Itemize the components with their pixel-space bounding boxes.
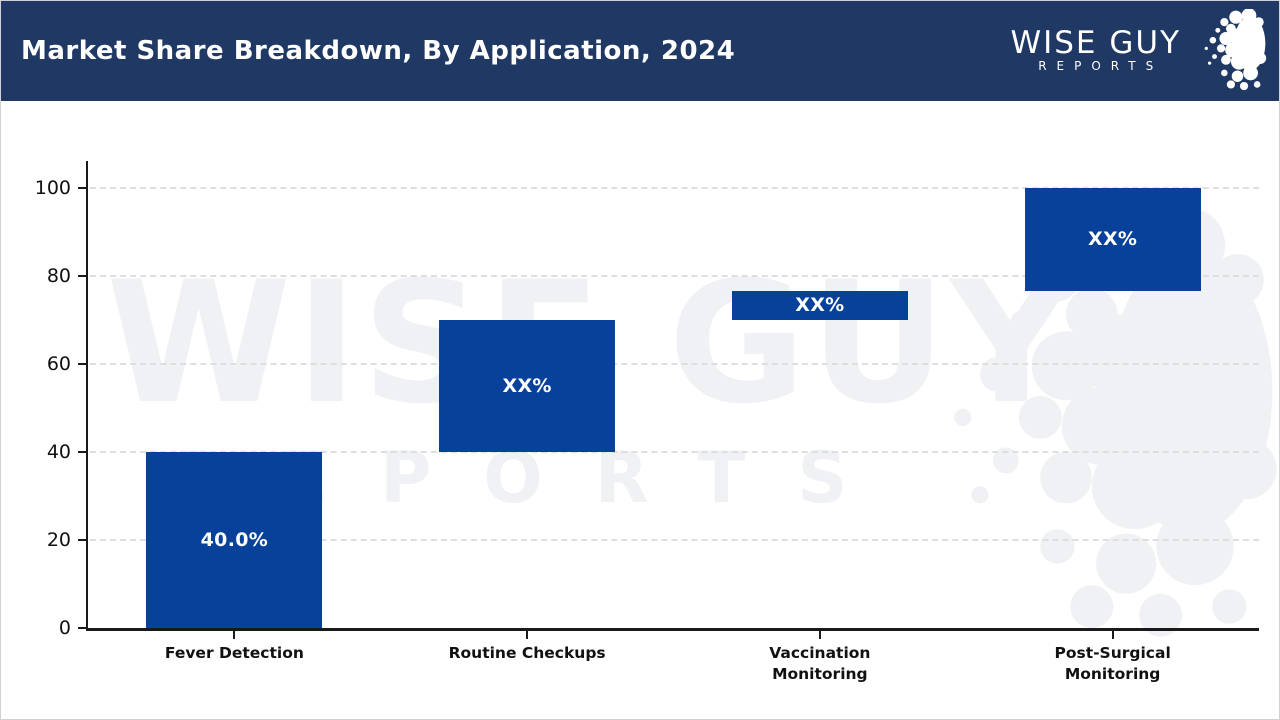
y-tick-label-20: 20: [46, 529, 71, 551]
category-label: Fever Detection: [164, 644, 304, 662]
gridline-20: [90, 539, 1259, 541]
x-tick-mark: [818, 631, 821, 639]
x-axis-line: [86, 628, 1259, 631]
category-label: Routine Checkups: [448, 644, 606, 662]
logo-face-icon: [1204, 9, 1267, 91]
y-tick-mark-60: [78, 363, 86, 365]
brand-logo: WISE GUY REPORTS: [1010, 9, 1267, 91]
bar-value-label: XX%: [502, 374, 552, 397]
logo-wordmark-sub: REPORTS: [1038, 59, 1164, 74]
category-label: Post-Surgical Monitoring: [1054, 644, 1171, 683]
y-tick-mark-100: [78, 187, 86, 189]
y-axis-line: [86, 161, 88, 631]
gridline-80: [90, 275, 1259, 277]
bar-segment: XX%: [439, 320, 616, 452]
chart-title: Market Share Breakdown, By Application, …: [21, 36, 736, 66]
y-tick-label-40: 40: [46, 441, 71, 463]
bar-segment: XX%: [731, 291, 908, 320]
chart-area: WISE GUY REPORTS 0 20 40 60 80 100 40.0% XX% XX%…: [1, 101, 1279, 719]
x-tick-mark: [1111, 631, 1114, 639]
x-tick-mark: [526, 631, 529, 639]
y-tick-label-100: 100: [34, 177, 71, 199]
y-tick-mark-40: [78, 451, 86, 453]
y-tick-label-60: 60: [46, 353, 71, 375]
gridline-100: [90, 187, 1259, 189]
y-tick-label-0: 0: [58, 617, 71, 639]
bar-value-label: XX%: [1088, 228, 1138, 251]
bar-segment: 40.0%: [146, 452, 323, 628]
category-label: Vaccination Monitoring: [769, 644, 871, 683]
gridline-60: [90, 363, 1259, 365]
y-tick-label-80: 80: [46, 265, 71, 287]
logo-wordmark: WISE GUY REPORTS: [1010, 26, 1181, 73]
y-tick-mark-0: [78, 627, 86, 629]
bar-segment: XX%: [1024, 188, 1201, 292]
header-bar: Market Share Breakdown, By Application, …: [1, 1, 1279, 101]
x-tick-mark: [233, 631, 236, 639]
y-tick-mark-20: [78, 539, 86, 541]
y-tick-mark-80: [78, 275, 86, 277]
gridline-40: [90, 451, 1259, 453]
bar-value-label: XX%: [795, 294, 845, 317]
logo-wordmark-main: WISE GUY: [1010, 25, 1181, 62]
bar-value-label: 40.0%: [200, 528, 269, 551]
